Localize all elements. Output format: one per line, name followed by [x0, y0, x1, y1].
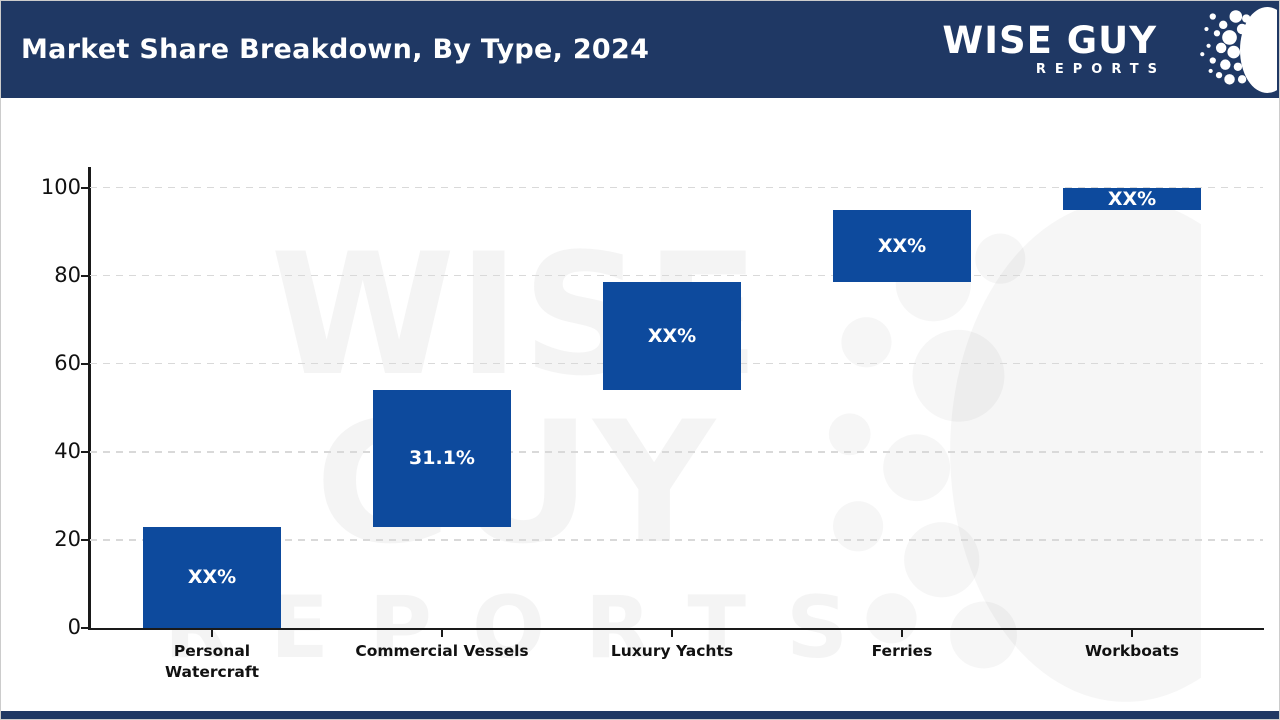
x-category-label: Personal Watercraft: [164, 642, 259, 681]
y-tick-mark: [81, 450, 89, 453]
x-category-label: Ferries: [871, 642, 933, 660]
y-tick-mark: [81, 186, 89, 189]
gridline: [90, 539, 1263, 541]
bar-segment: 31.1%: [373, 389, 511, 527]
y-tick-mark: [81, 627, 89, 629]
bar-value-label: XX%: [877, 234, 927, 257]
y-tick-label: 0: [67, 615, 81, 639]
y-tick-label: 60: [54, 350, 81, 375]
bar-value-label: XX%: [647, 324, 697, 347]
bar-segment: XX%: [1063, 187, 1201, 210]
y-tick-label: 100: [40, 174, 81, 199]
logo-subtitle: REPORTS: [1035, 62, 1166, 77]
x-tick-mark: [901, 630, 903, 637]
x-category-label: Workboats: [1085, 642, 1179, 660]
bar-segment: XX%: [833, 209, 971, 282]
bar-value-label: XX%: [1107, 187, 1157, 210]
logo-face-icon: [1200, 6, 1277, 93]
x-axis-line: [88, 627, 1264, 630]
page-title: Market Share Breakdown, By Type, 2024: [21, 34, 650, 65]
logo-wordmark: WISE GUY: [942, 19, 1157, 62]
x-tick-mark: [441, 630, 443, 637]
bar-value-label: 31.1%: [409, 447, 475, 470]
gridline: [90, 186, 1263, 189]
x-tick-mark: [671, 630, 673, 637]
gridline: [90, 451, 1263, 453]
bar-segment: XX%: [143, 526, 281, 628]
x-category-label: Luxury Yachts: [610, 642, 734, 660]
header-bar: Market Share Breakdown, By Type, 2024 WI…: [1, 1, 1279, 98]
y-tick-label: 80: [54, 262, 81, 287]
y-tick-mark: [81, 362, 89, 365]
x-category-label: Commercial Vessels: [355, 642, 529, 660]
y-tick-label: 20: [54, 526, 81, 551]
wise-guy-reports-logo: WISE GUY REPORTS: [942, 6, 1279, 94]
bar-segment: XX%: [603, 281, 741, 390]
x-tick-mark: [1131, 630, 1133, 637]
y-axis-line: [88, 167, 91, 630]
gridline: [90, 274, 1263, 277]
logo-text: WISE GUY REPORTS: [942, 22, 1157, 77]
waterfall-chart: 0 20 40 60 80 100 XX% Personal Watercraft 31.1% C…: [1, 98, 1279, 713]
y-tick-mark: [81, 274, 89, 277]
y-tick-mark: [81, 538, 89, 541]
x-tick-mark: [211, 630, 213, 637]
footer-strip: [1, 711, 1279, 719]
bar-value-label: XX%: [187, 566, 237, 589]
y-tick-label: 40: [54, 438, 81, 463]
